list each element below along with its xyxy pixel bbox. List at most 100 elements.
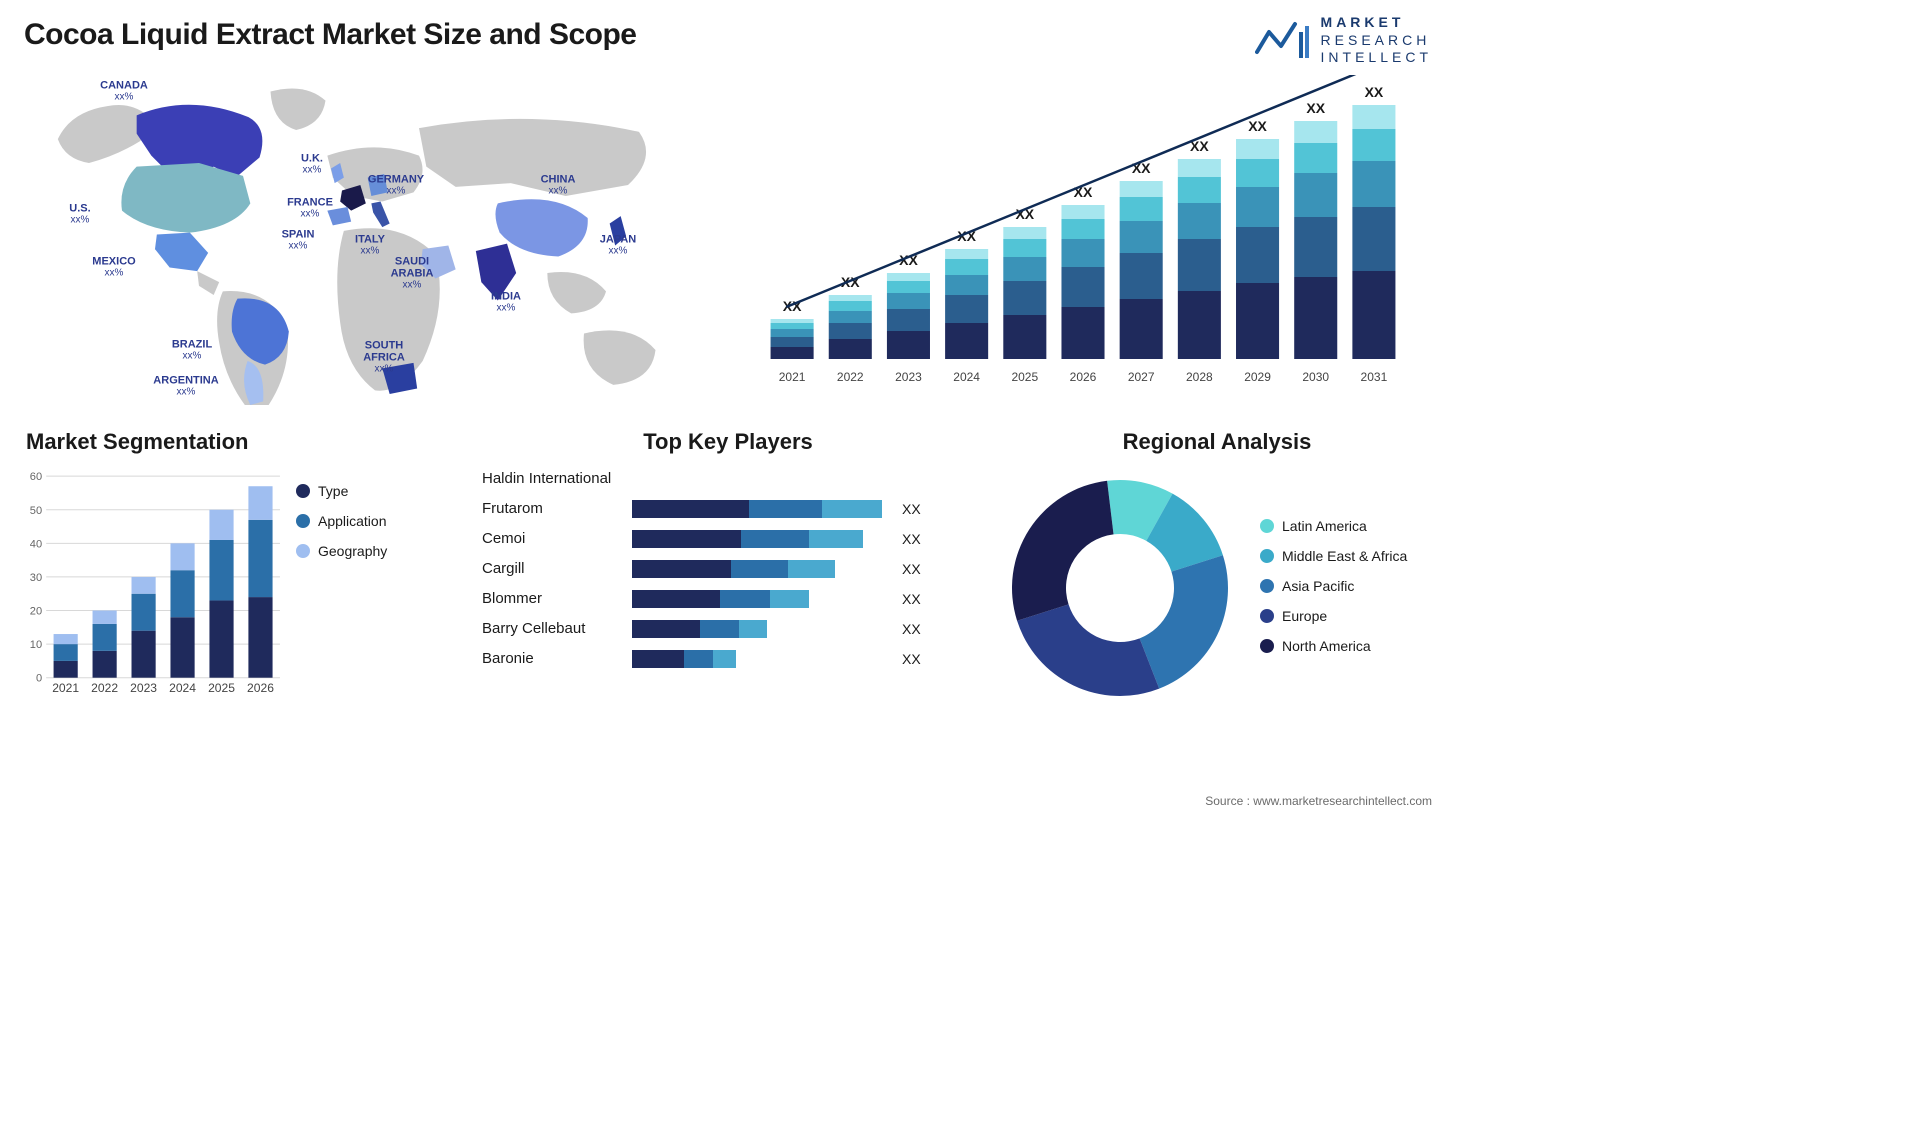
- player-name: Barry Cellebaut: [482, 620, 622, 637]
- players-list: Haldin InternationalFrutaromXXCemoiXXCar…: [482, 465, 972, 673]
- svg-text:2026: 2026: [247, 680, 274, 694]
- forecast-year-label: 2025: [1011, 370, 1038, 384]
- player-bar-segment: [822, 500, 882, 518]
- player-bar: [632, 650, 892, 668]
- player-name: Baronie: [482, 650, 622, 667]
- source-label: Source : www.marketresearchintellect.com: [1205, 794, 1432, 808]
- segmentation-legend-item: Type: [296, 483, 387, 499]
- player-bar-segment: [632, 650, 684, 668]
- world-map-panel: CANADAxx%U.S.xx%MEXICOxx%BRAZILxx%ARGENT…: [24, 75, 704, 405]
- svg-text:2021: 2021: [52, 680, 79, 694]
- logo-mark-icon: [1255, 18, 1311, 62]
- player-value: XX: [902, 531, 921, 547]
- map-label-saudi: SAUDIARABIAxx%: [391, 255, 434, 290]
- legend-swatch-icon: [296, 544, 310, 558]
- player-row: FrutaromXX: [482, 495, 972, 523]
- map-label-canada: CANADAxx%: [100, 79, 148, 102]
- players-panel: Top Key Players Haldin InternationalFrut…: [482, 429, 972, 709]
- player-bar: [632, 530, 892, 548]
- svg-text:2025: 2025: [208, 680, 235, 694]
- svg-text:0: 0: [36, 672, 42, 684]
- logo-line3: INTELLECT: [1321, 49, 1432, 67]
- player-name: Haldin International: [482, 470, 622, 487]
- player-name: Blommer: [482, 590, 622, 607]
- player-bar-segment: [713, 650, 736, 668]
- player-row: Barry Cellebaut XX: [482, 615, 972, 643]
- regional-legend-item: Latin America: [1260, 518, 1407, 534]
- brand-logo: MARKET RESEARCH INTELLECT: [1255, 14, 1432, 67]
- player-bar: [632, 560, 892, 578]
- svg-text:50: 50: [30, 504, 42, 516]
- legend-swatch-icon: [296, 484, 310, 498]
- map-label-uk: U.K.xx%: [301, 153, 323, 176]
- map-label-france: FRANCExx%: [287, 197, 333, 220]
- legend-label: Type: [318, 483, 348, 499]
- map-label-spain: SPAINxx%: [282, 228, 315, 251]
- player-bar-segment: [700, 620, 739, 638]
- map-label-safrica: SOUTHAFRICAxx%: [363, 339, 405, 374]
- map-label-italy: ITALYxx%: [355, 233, 385, 256]
- segmentation-legend-item: Application: [296, 513, 387, 529]
- logo-line2: RESEARCH: [1321, 32, 1432, 50]
- svg-text:20: 20: [30, 605, 42, 617]
- segmentation-panel: Market Segmentation 01020304050602021202…: [24, 429, 454, 709]
- legend-label: Middle East & Africa: [1282, 548, 1407, 564]
- legend-swatch-icon: [1260, 639, 1274, 653]
- legend-swatch-icon: [1260, 549, 1274, 563]
- forecast-chart: XX2021XX2022XX2023XX2024XX2025XX2026XX20…: [734, 75, 1432, 405]
- player-bar-segment: [809, 530, 864, 548]
- legend-swatch-icon: [1260, 609, 1274, 623]
- svg-text:60: 60: [30, 471, 42, 483]
- bottom-row: Market Segmentation 01020304050602021202…: [24, 429, 1432, 709]
- legend-label: Application: [318, 513, 387, 529]
- player-bar-segment: [632, 560, 731, 578]
- player-row: BaronieXX: [482, 645, 972, 673]
- map-label-mexico: MEXICOxx%: [92, 255, 135, 278]
- player-bar-segment: [741, 530, 809, 548]
- regional-panel: Regional Analysis Latin America Middle Ea…: [1000, 429, 1432, 709]
- player-bar: [632, 500, 892, 518]
- forecast-bar-label: XX: [1306, 100, 1325, 116]
- forecast-year-label: 2022: [837, 370, 864, 384]
- forecast-year-label: 2026: [1070, 370, 1097, 384]
- main-row: CANADAxx%U.S.xx%MEXICOxx%BRAZILxx%ARGENT…: [24, 75, 1432, 405]
- player-bar-segment: [739, 620, 768, 638]
- player-row: Haldin International: [482, 465, 972, 493]
- logo-text: MARKET RESEARCH INTELLECT: [1321, 14, 1432, 67]
- map-label-india: INDIAxx%: [491, 290, 521, 313]
- player-row: Cemoi XX: [482, 525, 972, 553]
- player-name: Cemoi: [482, 530, 622, 547]
- logo-line1: MARKET: [1321, 14, 1432, 32]
- player-row: Blommer XX: [482, 585, 972, 613]
- player-value: XX: [902, 561, 921, 577]
- regional-donut-chart: [1000, 466, 1240, 706]
- regional-legend-item: North America: [1260, 638, 1407, 654]
- svg-text:2023: 2023: [130, 680, 157, 694]
- map-label-brazil: BRAZILxx%: [172, 338, 212, 361]
- player-value: XX: [902, 591, 921, 607]
- regional-legend-item: Asia Pacific: [1260, 578, 1407, 594]
- map-label-us: U.S.xx%: [69, 202, 90, 225]
- forecast-year-label: 2028: [1186, 370, 1213, 384]
- regional-legend: Latin America Middle East & Africa Asia Pa…: [1260, 518, 1407, 654]
- forecast-year-label: 2024: [953, 370, 980, 384]
- segmentation-legend-item: Geography: [296, 543, 387, 559]
- player-bar-segment: [788, 560, 835, 578]
- legend-label: Geography: [318, 543, 387, 559]
- forecast-year-label: 2023: [895, 370, 922, 384]
- svg-text:10: 10: [30, 639, 42, 651]
- player-bar-segment: [684, 650, 713, 668]
- forecast-year-label: 2029: [1244, 370, 1271, 384]
- player-name: Frutarom: [482, 500, 622, 517]
- player-bar-segment: [632, 500, 749, 518]
- map-label-japan: JAPANxx%: [600, 233, 636, 256]
- player-row: CargillXX: [482, 555, 972, 583]
- player-value: XX: [902, 621, 921, 637]
- regional-title: Regional Analysis: [1002, 429, 1432, 455]
- header: Cocoa Liquid Extract Market Size and Sco…: [24, 18, 1432, 67]
- player-bar-segment: [632, 530, 741, 548]
- forecast-year-label: 2027: [1128, 370, 1155, 384]
- player-bar: [632, 590, 892, 608]
- legend-label: Latin America: [1282, 518, 1367, 534]
- svg-text:2024: 2024: [169, 680, 196, 694]
